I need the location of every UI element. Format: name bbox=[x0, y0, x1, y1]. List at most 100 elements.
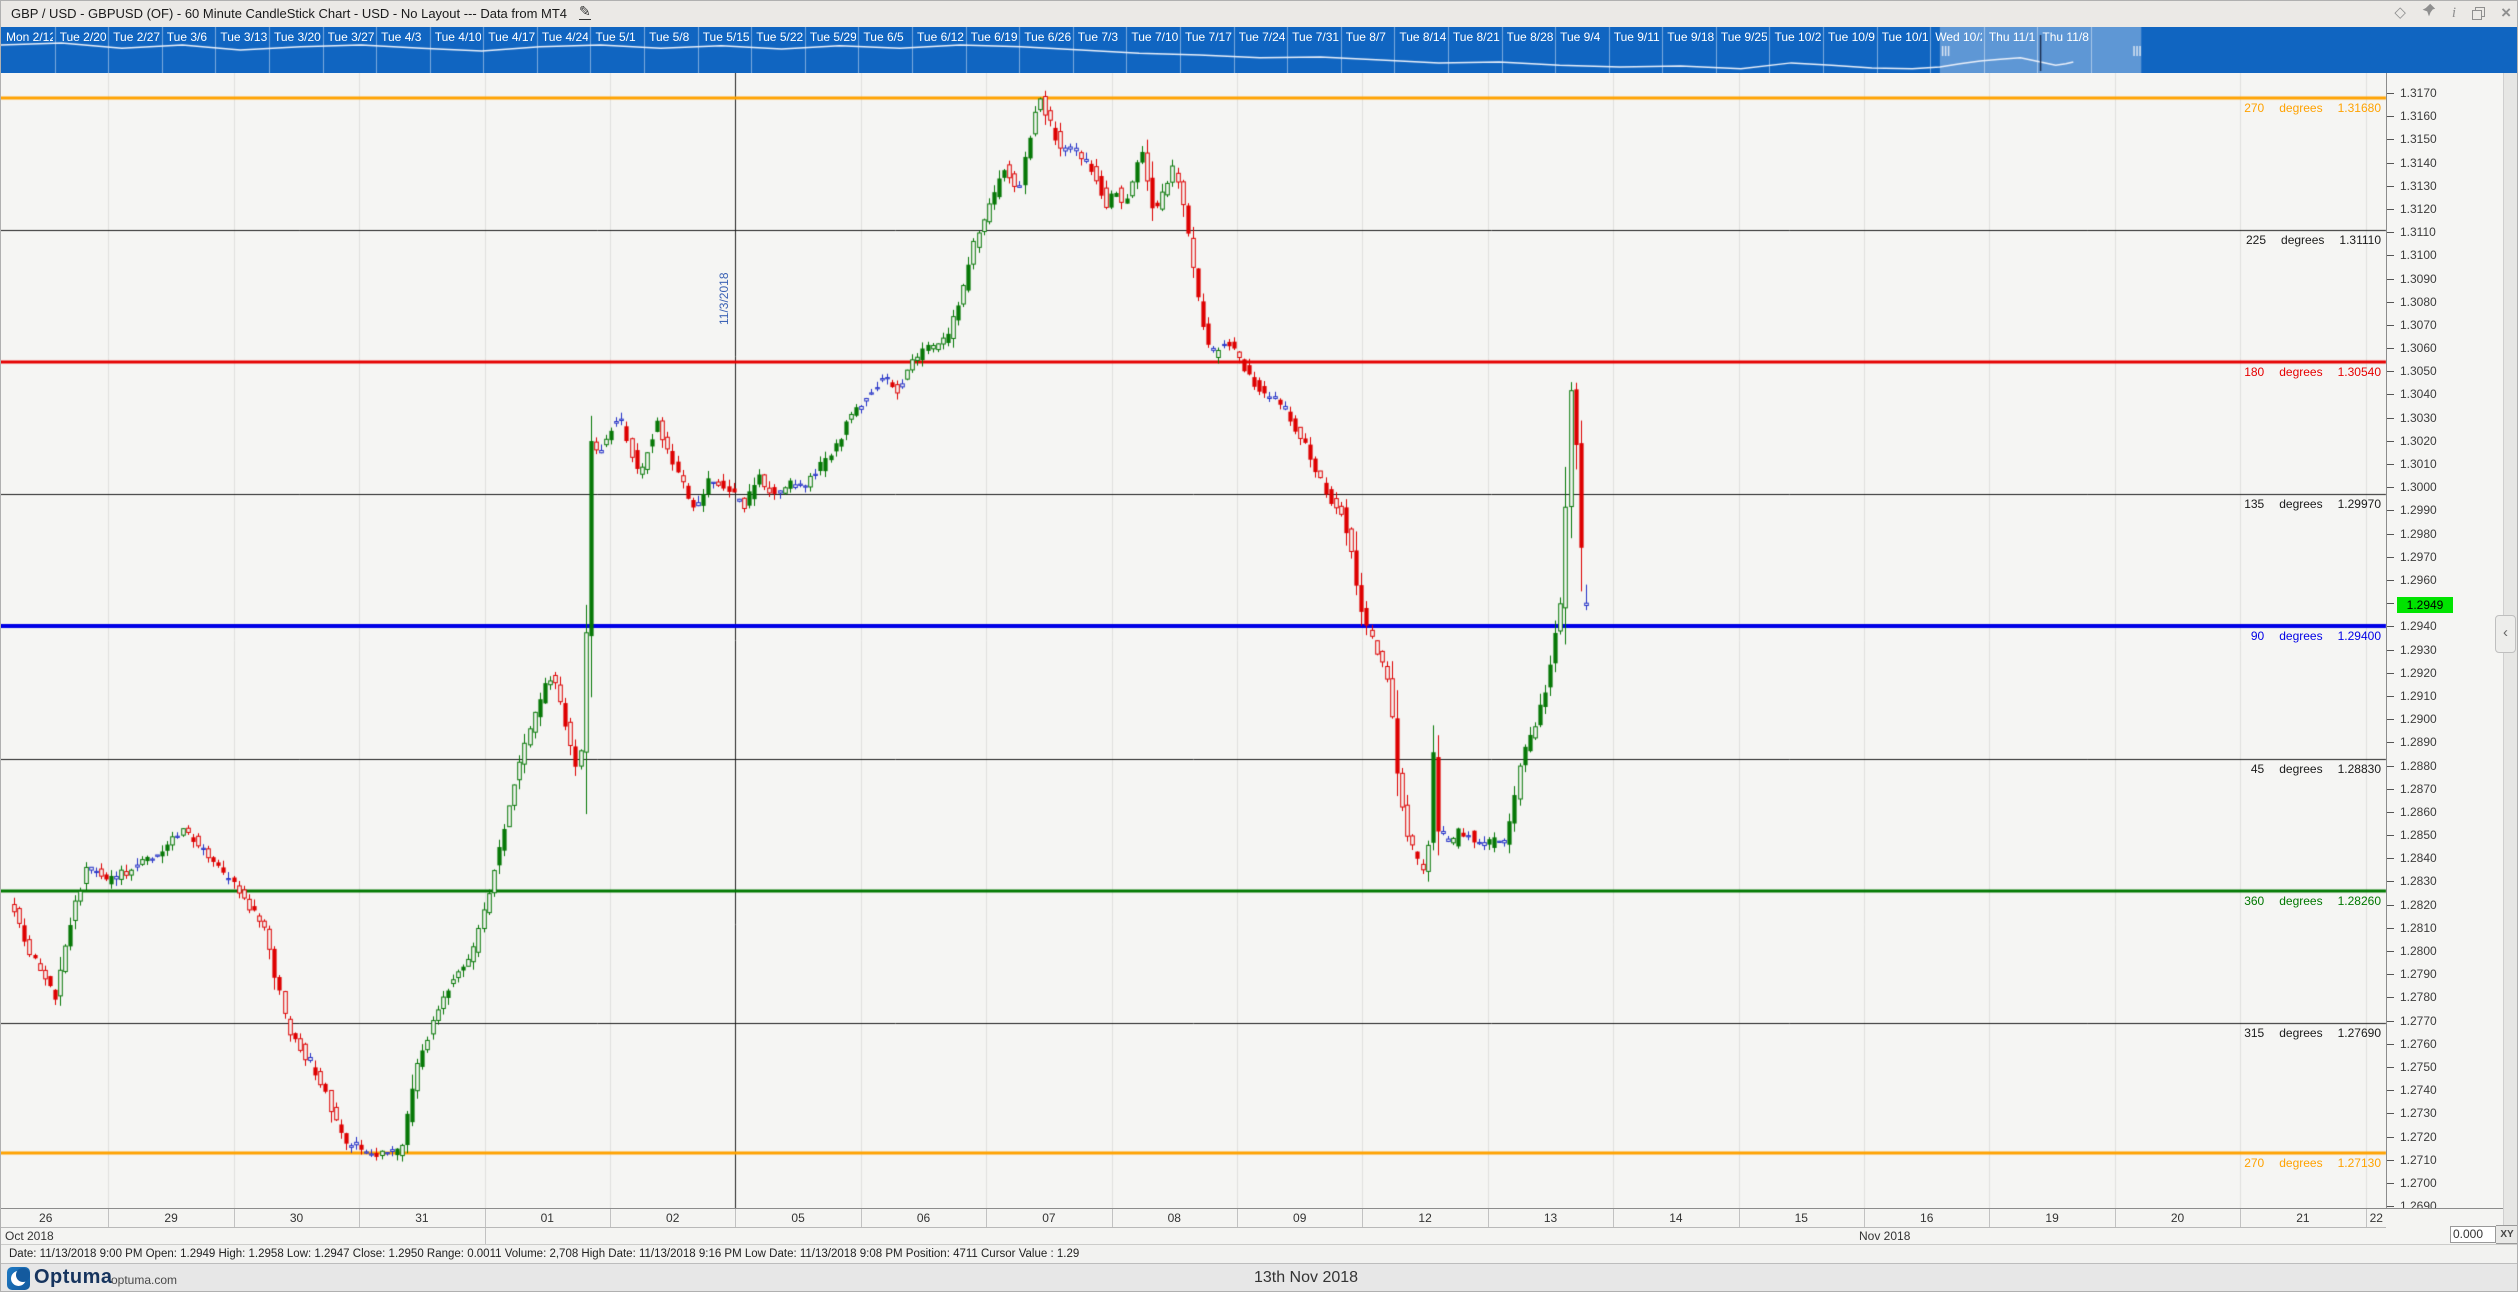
date-axis-separator bbox=[1613, 1209, 1615, 1227]
date-range-navigator[interactable]: Mon 2/12 Tue 2/20 Tue 2/27 Tue 3/6 Tue 3/13 T… bbox=[1, 27, 2517, 73]
navigator-date-label: Tue 2/20 bbox=[59, 30, 107, 44]
navigator-date-label: Tue 8/28 bbox=[1506, 30, 1554, 44]
price-tick bbox=[2387, 579, 2394, 581]
navigator-date-label: Thu 11/8 bbox=[2042, 30, 2089, 44]
axis-offset-value[interactable]: 0.000 bbox=[2450, 1226, 2496, 1243]
price-tick bbox=[2387, 533, 2394, 535]
price-tick bbox=[2387, 904, 2394, 906]
navigator-date-label: Tue 9/4 bbox=[1560, 30, 1601, 44]
collapse-panel-button[interactable]: ‹ bbox=[2495, 615, 2516, 653]
navigator-date-label: Tue 8/7 bbox=[1345, 30, 1386, 44]
price-tick-label: 1.3070 bbox=[2400, 317, 2437, 332]
price-tick-label: 1.2770 bbox=[2400, 1013, 2437, 1028]
date-axis-separator bbox=[1864, 1209, 1865, 1227]
price-tick-label: 1.2750 bbox=[2400, 1059, 2437, 1074]
pin-icon[interactable] bbox=[2422, 3, 2436, 23]
price-tick-label: 1.2920 bbox=[2400, 665, 2437, 680]
optuma-logo[interactable] bbox=[7, 1267, 30, 1290]
favorite-icon[interactable]: ◇ bbox=[2394, 4, 2406, 21]
axis-corner-controls: 0.000 XY bbox=[2450, 1225, 2517, 1244]
price-tick bbox=[2387, 695, 2394, 697]
price-tick bbox=[2387, 927, 2394, 929]
price-tick-label: 1.3000 bbox=[2400, 480, 2437, 495]
edit-title-icon[interactable]: ✎ bbox=[579, 3, 591, 20]
price-tick-label: 1.2830 bbox=[2400, 874, 2437, 889]
candlestick-canvas[interactable] bbox=[1, 73, 2517, 1208]
navigator-date-label: Tue 4/24 bbox=[541, 30, 589, 44]
date-axis-months: Oct 2018 Nov 2018 bbox=[1, 1228, 2517, 1244]
navigator-date-label: Tue 3/6 bbox=[166, 30, 208, 44]
price-tick bbox=[2387, 765, 2394, 767]
date-axis-day: 20 bbox=[2170, 1211, 2185, 1225]
gann-level-label: 270 degrees 1.27130 bbox=[2244, 1155, 2381, 1170]
navigator-date-label: Tue 7/3 bbox=[1077, 30, 1119, 44]
navigator-date-label: Tue 7/17 bbox=[1184, 30, 1232, 44]
price-tick bbox=[2387, 672, 2394, 674]
price-tick bbox=[2387, 510, 2394, 512]
navigator-date-label: Wed 10/24 bbox=[1935, 30, 1982, 44]
price-tick bbox=[2387, 974, 2394, 976]
price-tick bbox=[2387, 139, 2394, 141]
price-tick-label: 1.3100 bbox=[2400, 248, 2437, 263]
gann-level-label: 180 degrees 1.30540 bbox=[2244, 365, 2381, 379]
navigator-date-label: Tue 3/13 bbox=[220, 30, 267, 44]
price-tick-label: 1.3170 bbox=[2400, 86, 2437, 100]
date-axis-days: 26 29 30 31 01 02 05 06 07 08 09 12 13 14 15 16 19 20 21 22 bbox=[1, 1209, 2386, 1228]
navigator-date-label: Tue 9/11 bbox=[1613, 30, 1660, 44]
price-tick-label: 1.2890 bbox=[2400, 735, 2437, 750]
date-axis-separator bbox=[359, 1209, 361, 1227]
price-tick bbox=[2387, 93, 2394, 94]
date-axis-separator bbox=[1738, 1209, 1740, 1227]
price-tick-label: 1.2990 bbox=[2400, 503, 2437, 518]
price-tick bbox=[2387, 881, 2394, 883]
price-tick bbox=[2387, 162, 2394, 164]
gann-level-label: 45 degrees 1.28830 bbox=[2250, 761, 2381, 776]
price-tick bbox=[2387, 301, 2394, 303]
price-tick bbox=[2387, 487, 2394, 489]
price-tick bbox=[2387, 324, 2394, 326]
price-tick-label: 1.2790 bbox=[2400, 967, 2437, 982]
price-tick-label: 1.2730 bbox=[2400, 1106, 2437, 1121]
chart-plot-area[interactable]: 270 degrees 1.31680 225 degrees 1.31110 180 deg… bbox=[1, 73, 2517, 1208]
price-tick-label: 1.2960 bbox=[2400, 572, 2437, 587]
price-tick bbox=[2387, 232, 2394, 234]
chart-title: GBP / USD - GBPUSD (OF) - 60 Minute Cand… bbox=[11, 6, 568, 21]
price-tick bbox=[2387, 1020, 2394, 1022]
price-tick-label: 1.3020 bbox=[2400, 433, 2437, 448]
price-tick-label: 1.2780 bbox=[2400, 990, 2437, 1005]
navigator-date-label: Tue 8/14 bbox=[1399, 30, 1446, 44]
price-tick-label: 1.2880 bbox=[2400, 758, 2437, 773]
price-tick bbox=[2387, 719, 2394, 721]
date-axis-day: 31 bbox=[415, 1211, 429, 1225]
price-tick bbox=[2387, 1113, 2394, 1115]
navigator-date-label: Tue 3/20 bbox=[273, 30, 321, 44]
price-tick-label: 1.2900 bbox=[2400, 712, 2437, 727]
price-tick bbox=[2387, 440, 2394, 442]
price-tick bbox=[2387, 1159, 2394, 1161]
date-axis-separator bbox=[2114, 1209, 2116, 1227]
info-icon[interactable]: i bbox=[2451, 5, 2457, 21]
navigator-date-label: Tue 7/31 bbox=[1292, 30, 1339, 44]
price-tick-label: 1.2970 bbox=[2400, 549, 2437, 564]
date-axis-day: 19 bbox=[2045, 1211, 2059, 1225]
navigator-date-label: Tue 6/5 bbox=[863, 30, 904, 44]
window-controls: ◇ i × bbox=[2394, 3, 2511, 23]
price-tick-label: 1.2800 bbox=[2400, 944, 2437, 959]
price-tick bbox=[2387, 1136, 2394, 1138]
navigator-canvas[interactable] bbox=[1, 27, 2517, 73]
price-tick bbox=[2387, 394, 2394, 396]
price-tick bbox=[2387, 997, 2394, 999]
close-icon[interactable]: × bbox=[2501, 3, 2511, 22]
date-axis[interactable]: 26 29 30 31 01 02 05 06 07 08 09 12 13 14 15 16 19 20 21 22… bbox=[1, 1208, 2517, 1244]
xy-scale-button[interactable]: XY bbox=[2496, 1225, 2517, 1244]
date-axis-day: 16 bbox=[1920, 1211, 1934, 1225]
date-axis-separator bbox=[860, 1209, 862, 1227]
price-tick-label: 1.3120 bbox=[2400, 201, 2437, 216]
month-label: Oct 2018 bbox=[5, 1229, 54, 1243]
navigator-date-label: Tue 10/9 bbox=[1828, 30, 1875, 44]
date-axis-separator bbox=[1487, 1209, 1489, 1227]
cascade-windows-icon[interactable] bbox=[2472, 6, 2486, 20]
price-tick bbox=[2387, 1066, 2394, 1068]
brand-domain[interactable]: optuma.com bbox=[111, 1273, 178, 1287]
navigator-date-label: Tue 4/3 bbox=[381, 30, 422, 44]
